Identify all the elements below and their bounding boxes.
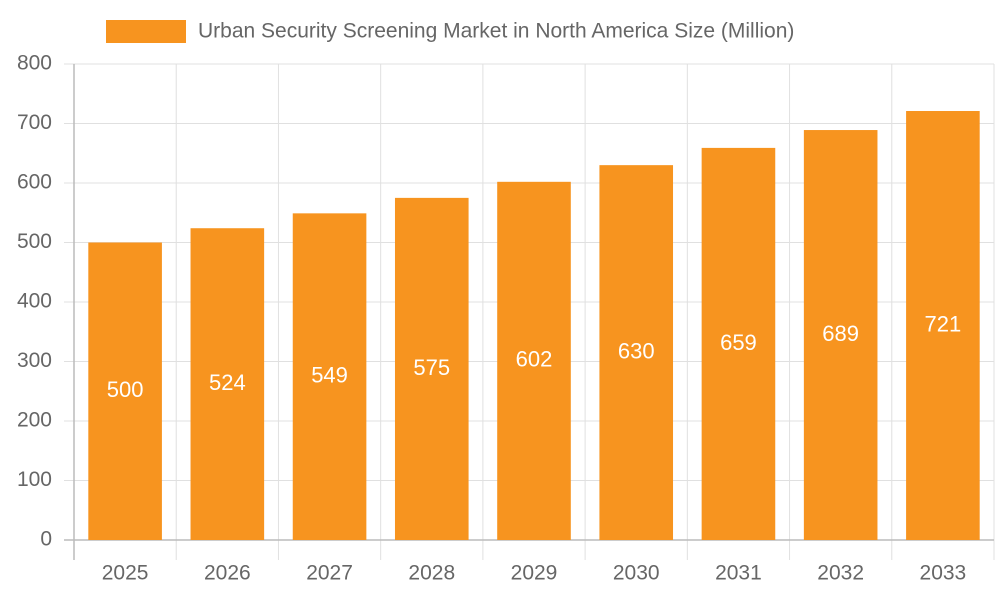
- data-label: 500: [107, 377, 144, 402]
- y-tick-label: 500: [17, 230, 52, 253]
- bar: [497, 181, 571, 540]
- x-tick-label: 2032: [817, 562, 864, 585]
- bar: [599, 165, 674, 540]
- x-tick-label: 2027: [306, 562, 353, 585]
- y-tick-label: 800: [17, 52, 52, 75]
- data-label: 630: [618, 338, 655, 363]
- x-tick-label: 2031: [715, 562, 762, 585]
- data-label: 721: [925, 311, 962, 336]
- data-label: 602: [516, 347, 553, 372]
- legend-label: Urban Security Screening Market in North…: [198, 20, 794, 43]
- x-tick-label: 2025: [102, 562, 149, 585]
- bar: [292, 213, 367, 540]
- data-label: 524: [209, 370, 246, 395]
- data-label: 575: [413, 355, 450, 380]
- x-tick-label: 2030: [613, 562, 660, 585]
- bar: [701, 147, 776, 540]
- y-tick-label: 0: [40, 528, 52, 551]
- bar: [803, 130, 878, 541]
- y-tick-label: 100: [17, 468, 52, 491]
- data-label: 689: [822, 321, 859, 346]
- data-label: 549: [311, 362, 348, 387]
- x-tick-label: 2029: [511, 562, 558, 585]
- bar: [190, 228, 265, 540]
- y-tick-label: 400: [17, 290, 52, 313]
- data-label: 659: [720, 330, 757, 355]
- y-tick-label: 200: [17, 409, 52, 432]
- bar: [906, 111, 980, 540]
- legend-swatch: [106, 20, 186, 43]
- y-tick-label: 300: [17, 349, 52, 372]
- bar: [88, 242, 162, 540]
- y-tick-label: 600: [17, 171, 52, 194]
- bar: [394, 197, 469, 540]
- x-tick-label: 2026: [204, 562, 251, 585]
- x-tick-label: 2028: [408, 562, 455, 585]
- y-tick-label: 700: [17, 111, 52, 134]
- x-tick-label: 2033: [920, 562, 967, 585]
